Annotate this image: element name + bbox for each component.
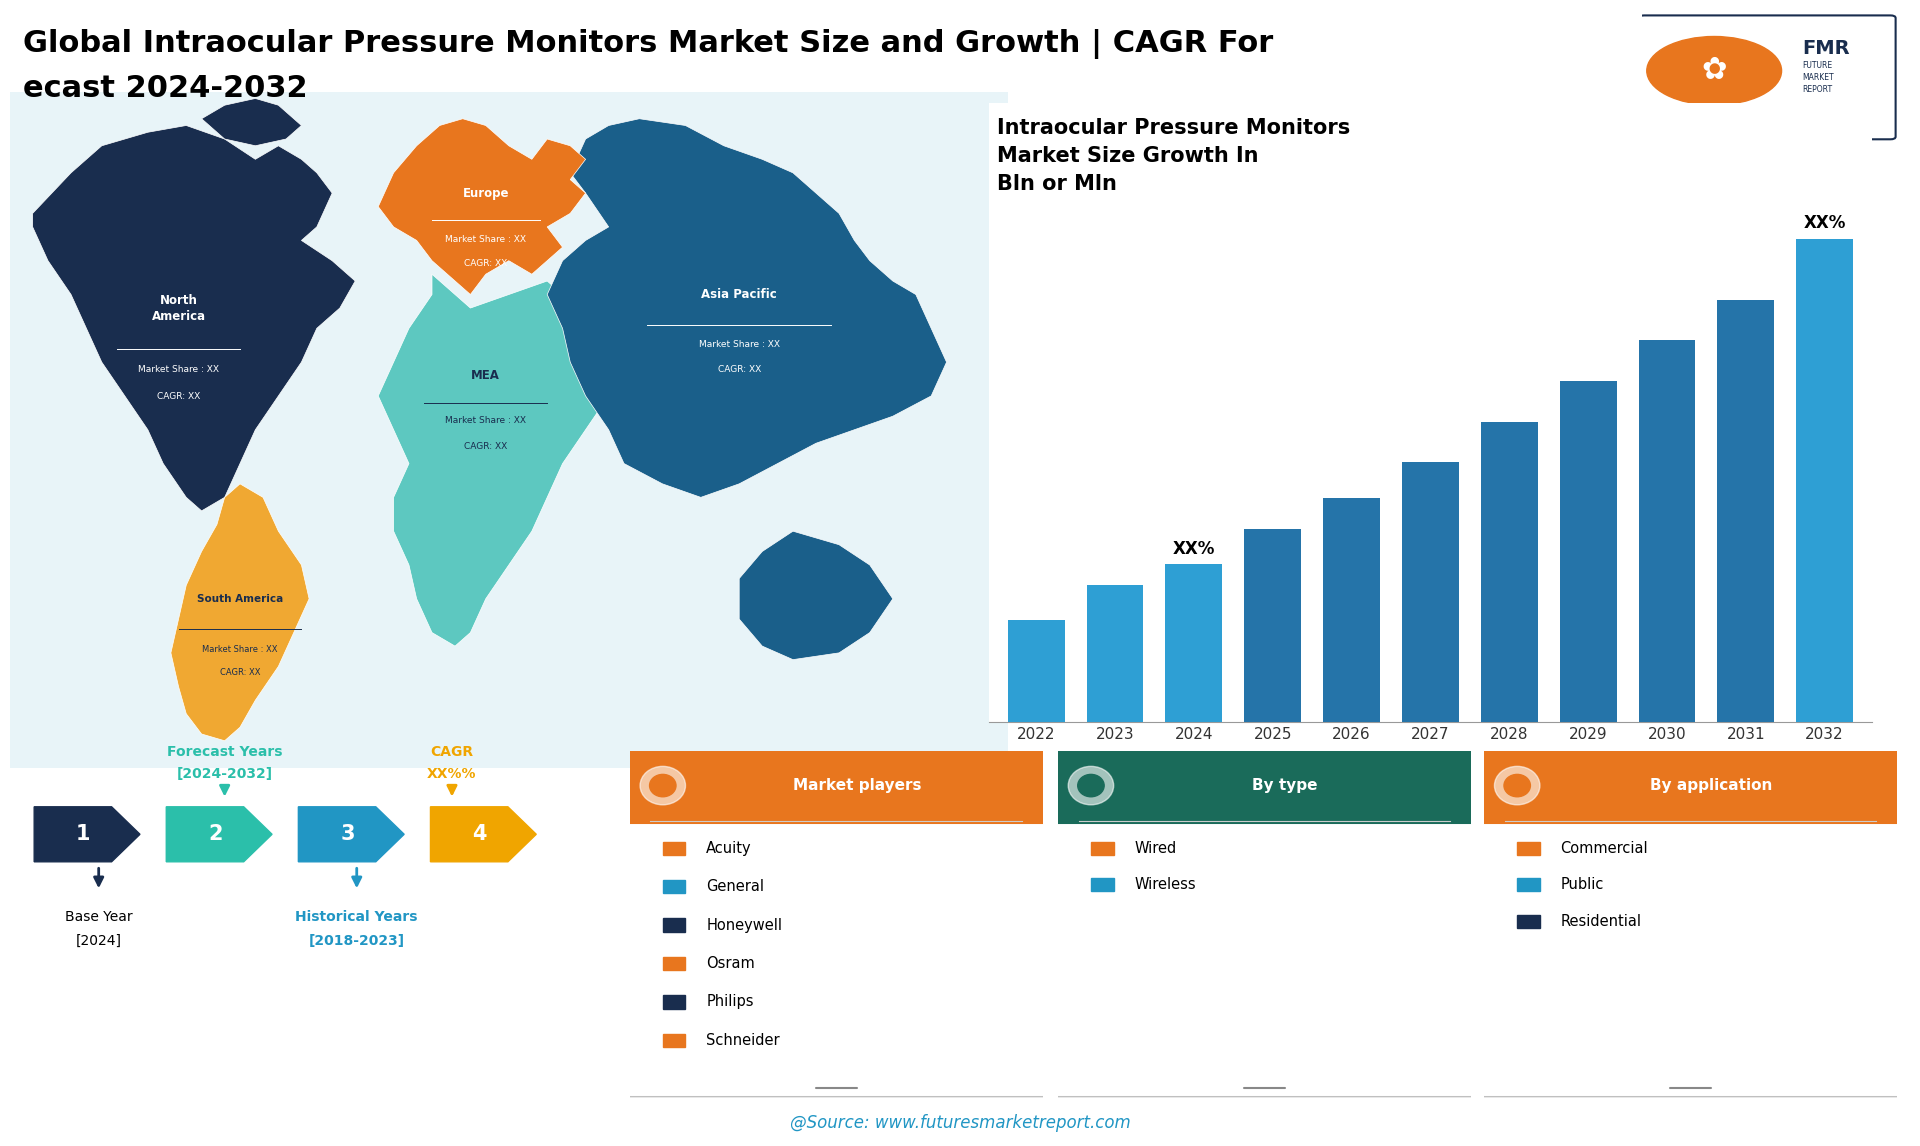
Text: By application: By application bbox=[1649, 778, 1772, 793]
Text: Osram: Osram bbox=[707, 956, 755, 971]
Text: Market Share : XX: Market Share : XX bbox=[445, 416, 526, 425]
Bar bbox=[1517, 915, 1540, 928]
Text: ecast 2024-2032: ecast 2024-2032 bbox=[23, 74, 307, 103]
Text: Global Intraocular Pressure Monitors Market Size and Growth | CAGR For: Global Intraocular Pressure Monitors Mar… bbox=[23, 29, 1273, 58]
Bar bbox=[662, 1034, 685, 1047]
Text: [2018-2023]: [2018-2023] bbox=[309, 934, 405, 948]
Text: Base Year: Base Year bbox=[65, 910, 132, 924]
Text: North
America: North America bbox=[152, 293, 205, 322]
Text: By type: By type bbox=[1252, 778, 1317, 793]
Text: Europe: Europe bbox=[463, 187, 509, 199]
Text: @Source: www.futuresmarketreport.com: @Source: www.futuresmarketreport.com bbox=[789, 1114, 1131, 1132]
Text: 2: 2 bbox=[207, 824, 223, 845]
Circle shape bbox=[1077, 775, 1104, 796]
Text: Market Share : XX: Market Share : XX bbox=[138, 366, 219, 375]
Bar bbox=[662, 841, 685, 855]
Bar bbox=[1091, 878, 1114, 892]
Text: CAGR: XX: CAGR: XX bbox=[157, 392, 200, 401]
Bar bbox=[1718, 299, 1774, 722]
Text: 4: 4 bbox=[472, 824, 488, 845]
Circle shape bbox=[1068, 767, 1114, 804]
Text: ✿: ✿ bbox=[1701, 56, 1726, 85]
Text: Market Share : XX: Market Share : XX bbox=[699, 340, 780, 350]
Text: FMR: FMR bbox=[1803, 39, 1851, 57]
Text: CAGR: XX: CAGR: XX bbox=[465, 259, 507, 268]
Text: Schneider: Schneider bbox=[707, 1033, 780, 1047]
Polygon shape bbox=[378, 119, 586, 295]
Text: Intraocular Pressure Monitors
Market Size Growth In
Bln or Mln: Intraocular Pressure Monitors Market Siz… bbox=[996, 118, 1350, 194]
Circle shape bbox=[1503, 775, 1530, 796]
FancyBboxPatch shape bbox=[1046, 747, 1482, 824]
Text: Residential: Residential bbox=[1561, 915, 1642, 929]
Text: XX%: XX% bbox=[1173, 540, 1215, 558]
Bar bbox=[1091, 841, 1114, 855]
Bar bbox=[1797, 238, 1853, 722]
Text: XX%: XX% bbox=[1803, 214, 1845, 233]
Text: Market players: Market players bbox=[793, 778, 922, 793]
Circle shape bbox=[649, 775, 676, 796]
Text: CAGR: XX: CAGR: XX bbox=[718, 366, 760, 375]
Polygon shape bbox=[202, 99, 301, 146]
Bar bbox=[1638, 340, 1695, 722]
Text: FUTURE
MARKET
REPORT: FUTURE MARKET REPORT bbox=[1803, 61, 1834, 94]
Polygon shape bbox=[171, 484, 309, 740]
FancyBboxPatch shape bbox=[626, 817, 1046, 1097]
Bar bbox=[1087, 584, 1144, 722]
Bar bbox=[1008, 620, 1064, 722]
Bar bbox=[1480, 422, 1538, 722]
Text: 3: 3 bbox=[340, 824, 355, 845]
Bar bbox=[1559, 380, 1617, 722]
Bar bbox=[1517, 878, 1540, 892]
Bar bbox=[662, 995, 685, 1008]
FancyArrow shape bbox=[35, 807, 140, 862]
Text: CAGR: XX: CAGR: XX bbox=[465, 441, 507, 450]
Bar bbox=[1402, 463, 1459, 722]
Polygon shape bbox=[33, 126, 355, 511]
FancyBboxPatch shape bbox=[1480, 817, 1901, 1097]
Text: Forecast Years: Forecast Years bbox=[167, 745, 282, 759]
FancyBboxPatch shape bbox=[1473, 747, 1908, 824]
Text: Honeywell: Honeywell bbox=[707, 918, 781, 933]
Text: [2024]: [2024] bbox=[75, 934, 121, 948]
Bar bbox=[662, 880, 685, 893]
Text: XX%%: XX%% bbox=[428, 767, 476, 780]
Text: Market Share : XX: Market Share : XX bbox=[202, 644, 278, 653]
FancyArrow shape bbox=[298, 807, 405, 862]
Circle shape bbox=[639, 767, 685, 804]
Polygon shape bbox=[378, 274, 609, 646]
Text: MEA: MEA bbox=[470, 369, 501, 382]
Circle shape bbox=[1647, 37, 1782, 105]
Text: [2024-2032]: [2024-2032] bbox=[177, 767, 273, 780]
Text: Wireless: Wireless bbox=[1135, 878, 1196, 893]
Text: Acuity: Acuity bbox=[707, 841, 753, 856]
Text: Commercial: Commercial bbox=[1561, 841, 1647, 856]
Text: 1: 1 bbox=[77, 824, 90, 845]
Polygon shape bbox=[547, 119, 947, 497]
Bar bbox=[1165, 564, 1223, 722]
Bar bbox=[662, 918, 685, 932]
Text: Asia Pacific: Asia Pacific bbox=[701, 288, 778, 301]
Text: Historical Years: Historical Years bbox=[296, 910, 419, 924]
Text: CAGR: XX: CAGR: XX bbox=[219, 667, 261, 676]
FancyArrow shape bbox=[167, 807, 273, 862]
Text: Market Share : XX: Market Share : XX bbox=[445, 235, 526, 244]
Bar bbox=[662, 957, 685, 971]
Text: South America: South America bbox=[198, 594, 282, 604]
Bar bbox=[1244, 528, 1302, 722]
FancyArrow shape bbox=[430, 807, 536, 862]
FancyBboxPatch shape bbox=[618, 747, 1054, 824]
Text: Public: Public bbox=[1561, 878, 1603, 893]
FancyBboxPatch shape bbox=[1054, 817, 1475, 1097]
Polygon shape bbox=[739, 532, 893, 660]
Circle shape bbox=[1494, 767, 1540, 804]
Bar bbox=[1517, 841, 1540, 855]
Text: CAGR: CAGR bbox=[430, 745, 474, 759]
Text: Philips: Philips bbox=[707, 995, 755, 1010]
Text: General: General bbox=[707, 879, 764, 894]
Bar bbox=[1323, 499, 1380, 722]
Text: Wired: Wired bbox=[1135, 841, 1177, 856]
